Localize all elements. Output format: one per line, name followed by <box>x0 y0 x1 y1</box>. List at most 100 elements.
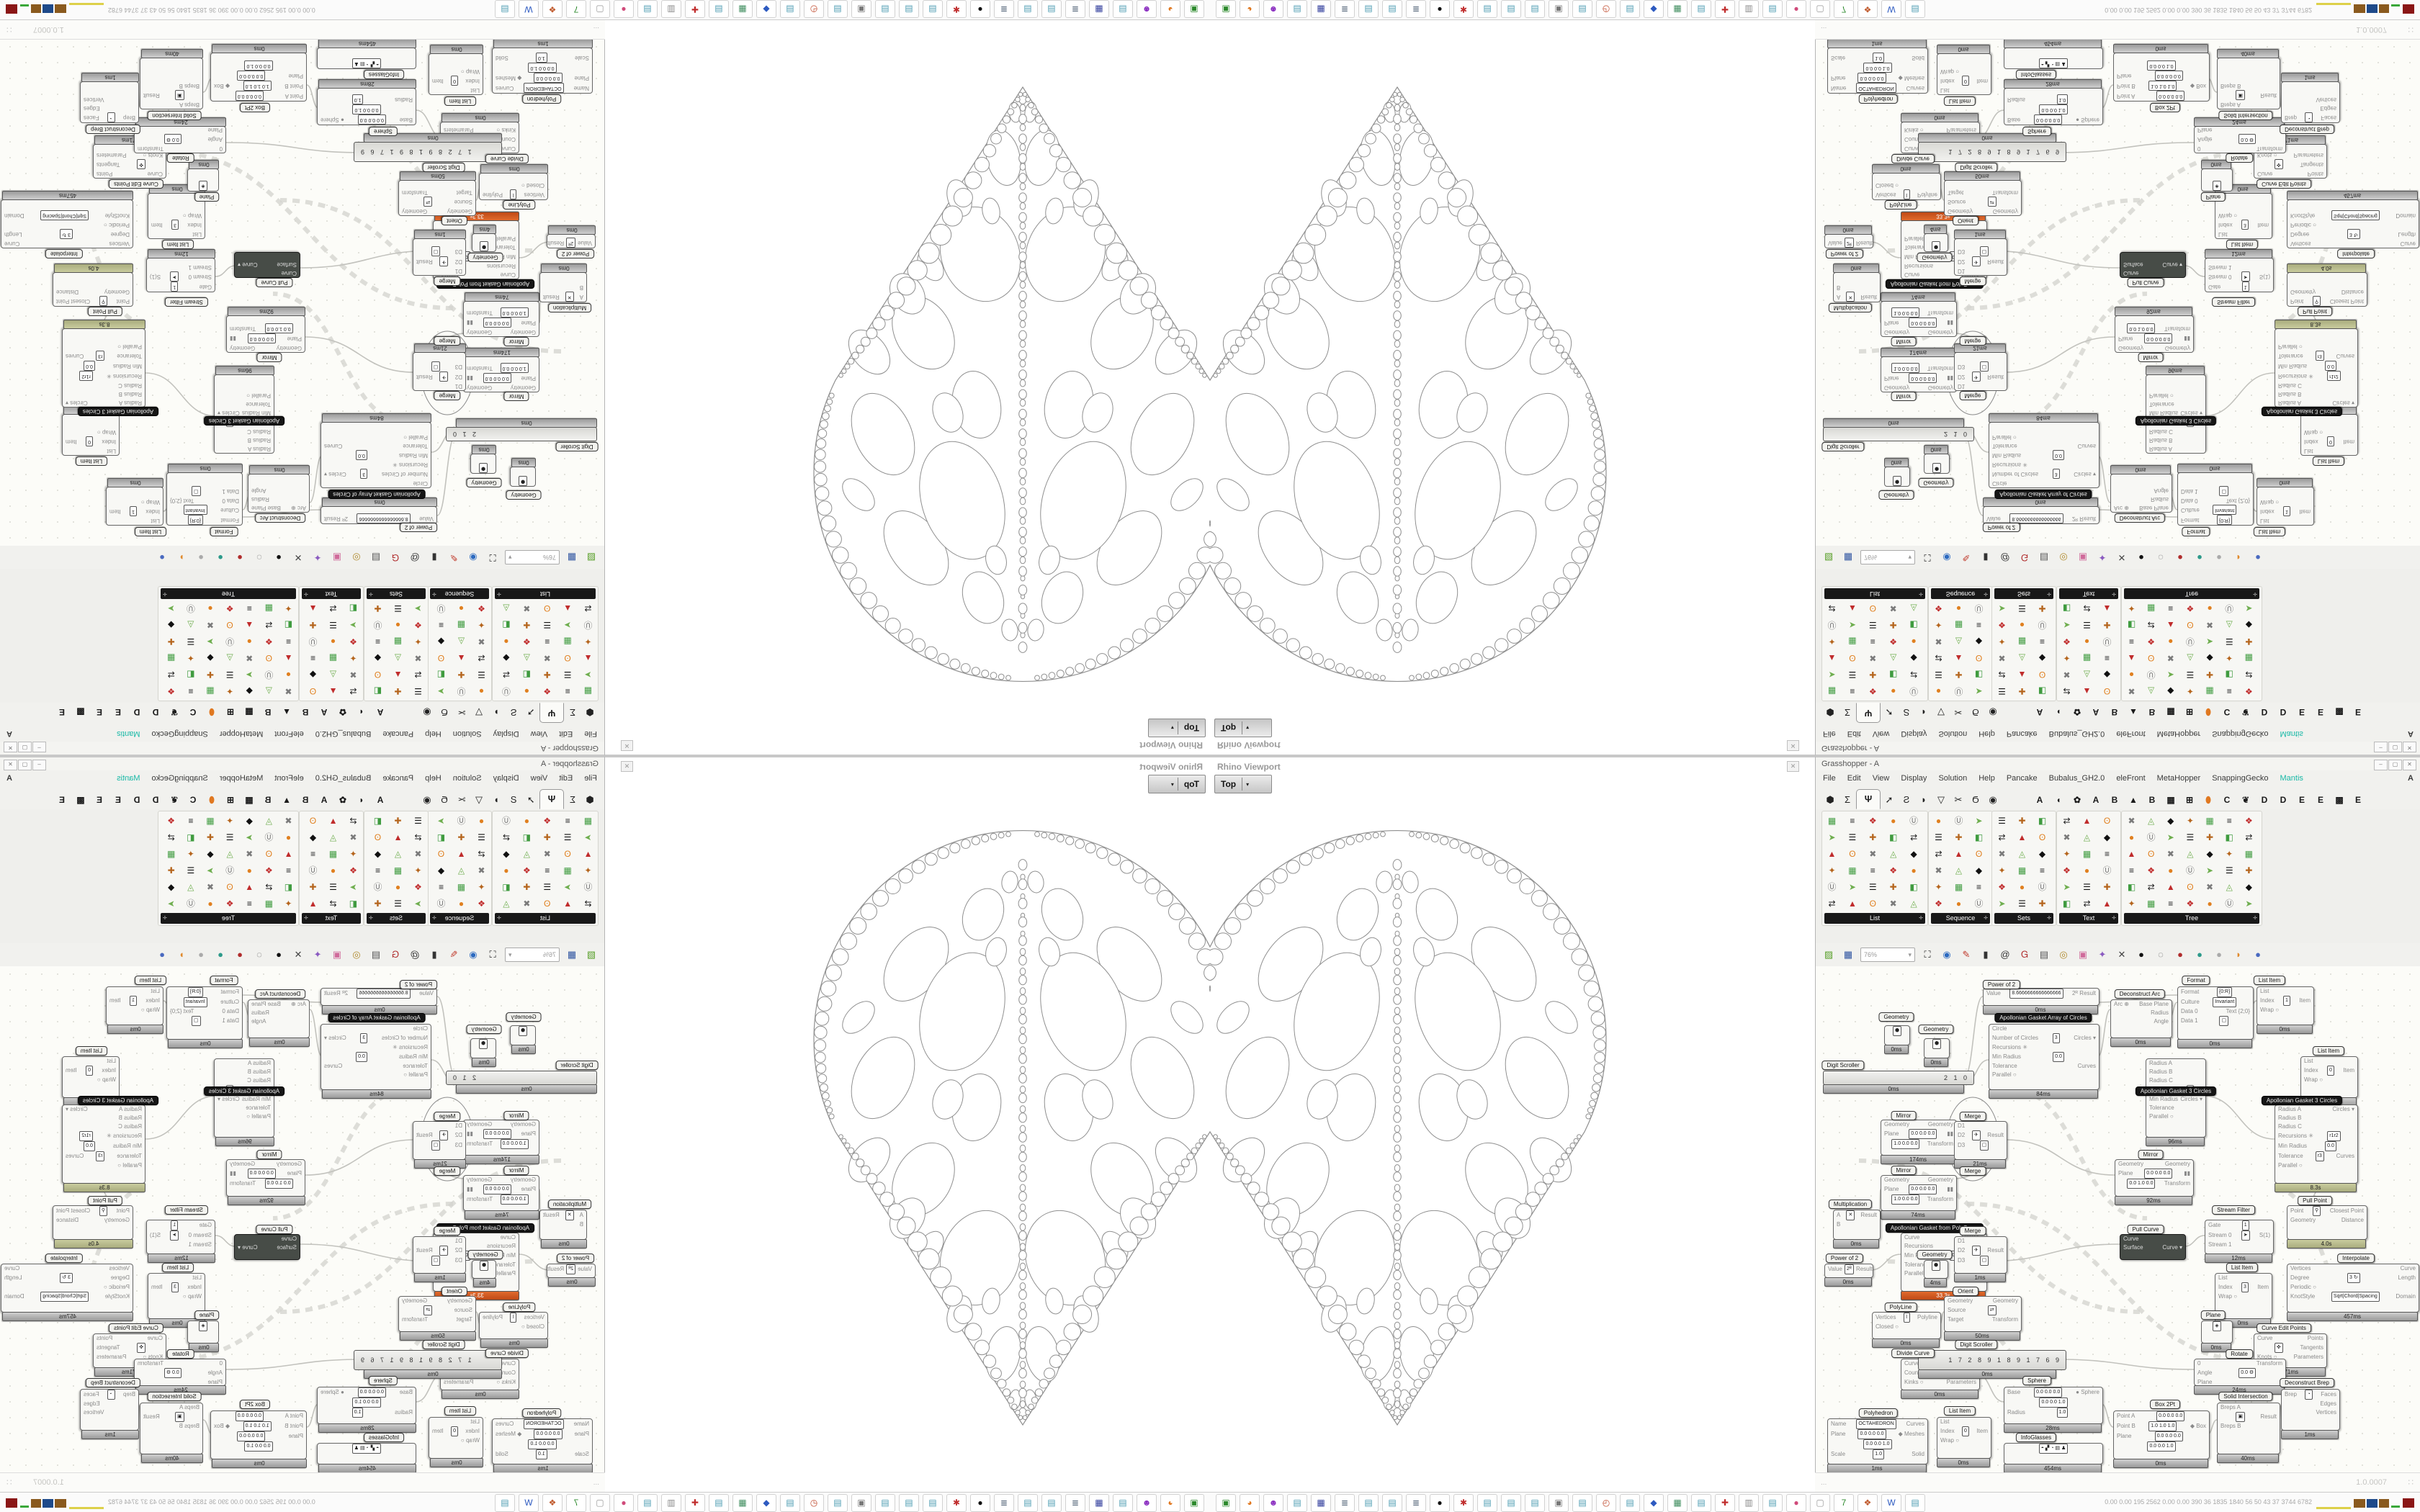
gh-node[interactable]: Vertices Curve Degree 3 ↻ Length Periodic ○ Kn… <box>1 199 133 248</box>
component-icon[interactable]: ▦ <box>2146 603 2156 613</box>
notepad-icon[interactable]: ▤ <box>1358 1494 1379 1512</box>
component-icon[interactable]: ✚ <box>2103 882 2111 892</box>
component-icon[interactable]: ◆ <box>374 849 382 859</box>
component-icon[interactable]: ⇄ <box>329 603 337 613</box>
title-bar[interactable]: Grasshopper - A – ▢ ✕ <box>1816 742 2420 755</box>
node-label-pill[interactable]: Mirror <box>256 1150 282 1159</box>
component-icon[interactable]: ➤ <box>2166 670 2174 680</box>
component-icon[interactable]: ✦ <box>2128 899 2136 909</box>
component-icon[interactable]: ✚ <box>374 899 382 909</box>
gh-node[interactable]: Value 8.6666666666666666 2ᴿ Result <box>1983 506 2099 524</box>
node-label-pill[interactable]: List Item <box>2253 527 2286 536</box>
tab-transform[interactable]: Ϭ <box>441 794 448 805</box>
gh-node[interactable]: List Index 1 Item Wrap ○ <box>106 986 163 1025</box>
component-icon[interactable]: ❖ <box>1998 882 2006 892</box>
component-icon[interactable]: ≡ <box>2226 686 2232 696</box>
tab-plugin-15[interactable]: E <box>97 707 103 717</box>
node-label-pill[interactable]: List Item <box>444 96 477 106</box>
component-icon[interactable]: ✚ <box>206 832 214 842</box>
close-button[interactable]: ✕ <box>2403 742 2416 752</box>
tab-mesh[interactable]: ▽ <box>1937 794 1945 805</box>
menu-item-metahopper[interactable]: MetaHopper <box>2156 774 2201 783</box>
component-icon[interactable]: ● <box>1935 816 1942 826</box>
tab-surface[interactable]: ◗ <box>1921 794 1927 805</box>
ball-blue-icon[interactable]: ● <box>2255 949 2261 960</box>
component-icon[interactable]: ✖ <box>1935 636 1942 647</box>
component-icon[interactable]: Ⓤ <box>1954 816 1963 826</box>
tab-vector[interactable]: ➚ <box>526 794 535 805</box>
tab-plugin-3[interactable]: A <box>2092 795 2099 805</box>
menu-item-elefront[interactable]: eleFront <box>2116 729 2146 738</box>
component-icon[interactable]: ▲ <box>2017 832 2027 842</box>
component-icon[interactable]: ʘ <box>2038 832 2046 842</box>
box-icon[interactable]: ▢ <box>590 1494 610 1512</box>
component-icon[interactable]: ● <box>524 816 529 826</box>
component-icon[interactable]: ✖ <box>1889 603 1897 613</box>
close-icon[interactable]: ✕ <box>621 761 633 772</box>
notepad-icon[interactable]: ▤ <box>637 1494 658 1512</box>
w-blue-icon[interactable]: W <box>1881 0 1901 18</box>
gh-node[interactable]: Curve Surface Curve ▾ <box>2120 252 2186 278</box>
component-icon[interactable]: ⇄ <box>1910 832 1918 842</box>
component-icon[interactable]: Ⓤ <box>1909 816 1919 826</box>
minimize-button[interactable]: – <box>2374 760 2388 770</box>
node-label-pill[interactable]: List Item <box>161 240 194 249</box>
gh-node[interactable]: Name OCTAHEDRON Curves Plane 0.0 0.0 0.0 ◆ Me… <box>492 1418 593 1464</box>
component-icon[interactable]: ☰ <box>478 832 485 842</box>
component-icon[interactable]: ☰ <box>478 670 485 680</box>
node-label-pill[interactable]: Digit Scroller <box>1955 163 1998 172</box>
node-label-pill[interactable]: Deconstruct Arc <box>254 513 306 523</box>
component-icon[interactable]: Ⓤ <box>2038 620 2047 630</box>
gh-node[interactable]: List Index 0 Item Wrap ○ <box>62 414 120 456</box>
sketch-pen-icon[interactable]: ✎ <box>449 949 458 960</box>
component-icon[interactable]: ⇄ <box>478 849 485 859</box>
notepad-icon[interactable]: ▤ <box>875 0 895 18</box>
component-icon[interactable]: ➤ <box>2245 603 2253 613</box>
component-icon[interactable]: ◬ <box>187 620 194 630</box>
bulb-icon[interactable]: ✦ <box>2098 949 2107 960</box>
notepad-icon[interactable]: ▤ <box>495 1494 515 1512</box>
gh-node[interactable]: Circle Number of Circles 3 Circles ▾ Recursi… <box>1989 422 2099 488</box>
component-icon[interactable]: ◬ <box>2018 849 2026 859</box>
node-label-pill[interactable]: List Item <box>2312 456 2345 466</box>
gh-node[interactable]: Gate 1 Stream 0 ➤ S(1) Stream 1 <box>146 258 215 292</box>
cat-icon[interactable]: ● <box>1430 0 1450 18</box>
diamond-orange-icon[interactable]: ❖ <box>1857 1494 1878 1512</box>
gh-node[interactable]: List Index 0 Item Wrap ○ <box>2300 414 2358 456</box>
component-icon[interactable]: ➤ <box>414 899 422 909</box>
bulb-icon[interactable]: ✦ <box>313 949 322 960</box>
node-label-pill[interactable]: Mirror <box>1891 1166 1917 1175</box>
gh-node[interactable]: Geometry Geometry Source ⇄ Target Transform <box>1944 180 2022 216</box>
component-icon[interactable]: ✚ <box>543 670 551 680</box>
component-icon[interactable]: ✖ <box>1869 849 1877 859</box>
component-icon[interactable]: ● <box>395 882 401 892</box>
sphere-red-icon[interactable]: ● <box>2177 949 2183 960</box>
tray-item[interactable] <box>2379 1499 2389 1508</box>
document-icon[interactable]: ▤ <box>2039 949 2049 960</box>
preview-eye-icon[interactable]: ◉ <box>469 552 478 563</box>
gh-canvas[interactable]: ⬢ 0ms ⬢ 0ms 2 1 0 0ms Value 8.6666666666666666 2… <box>1816 966 2420 1474</box>
component-icon[interactable]: ◆ <box>246 816 253 826</box>
notepad-icon[interactable]: ▤ <box>1762 0 1783 18</box>
component-icon[interactable]: ☰ <box>543 620 552 630</box>
gh-save-icon[interactable]: ▦ <box>1311 1494 1331 1512</box>
gh-node[interactable]: Geometry Geometry Plane 0.0 0.0 0.0 ▮▮ 1.0 0.… <box>463 356 539 392</box>
node-label-pill[interactable]: Merge <box>1959 391 1986 400</box>
gh-save-icon[interactable]: ▦ <box>1311 0 1331 18</box>
tab-plugin-1[interactable]: ◖ <box>359 795 364 805</box>
component-icon[interactable]: ✦ <box>1998 636 2006 647</box>
clock-icon[interactable]: ◴ <box>804 0 824 18</box>
gh-node[interactable]: Geometry Geometry Plane 0.0 0.0 0.0 ▮▮ 1.0 0.… <box>463 1120 539 1156</box>
component-icon[interactable]: ➤ <box>349 882 357 892</box>
panel-icon[interactable]: ▮ <box>431 552 437 563</box>
tab-plugin-14[interactable]: E <box>115 795 122 805</box>
component-icon[interactable]: ▦ <box>1848 865 1857 876</box>
component-icon[interactable]: ▦ <box>264 899 274 909</box>
tray-item[interactable] <box>2391 4 2400 6</box>
tab-plugin-13[interactable]: D <box>133 795 140 805</box>
component-icon[interactable]: ▦ <box>1827 816 1837 826</box>
notepad-icon[interactable]: ▤ <box>1572 1494 1592 1512</box>
tab-curve[interactable]: Ƨ <box>510 707 517 718</box>
component-icon[interactable]: ✖ <box>478 865 485 876</box>
component-icon[interactable]: ʘ <box>544 899 551 909</box>
